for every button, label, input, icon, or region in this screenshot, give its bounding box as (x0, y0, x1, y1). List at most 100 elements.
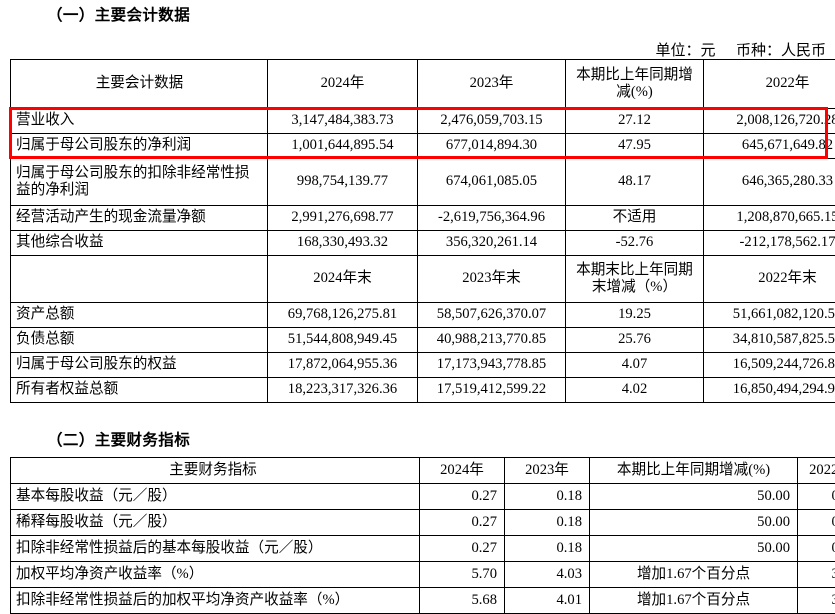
row-value-2023: 2,476,059,703.15 (418, 109, 566, 134)
header-cell-label: 主要财务指标 (11, 458, 420, 484)
main-accounting-data-table: 主要会计数据 2024年 2023年 本期比上年同期增减(%) 2022年 营业… (10, 59, 835, 403)
table-row: 经营活动产生的现金流量净额 2,991,276,698.77 -2,619,75… (11, 206, 835, 231)
subheader-cell-label (11, 256, 268, 303)
subheader-cell-2024: 2024年末 (268, 256, 418, 303)
header-cell-delta: 本期比上年同期增减(%) (566, 60, 704, 109)
table-row: 稀释每股收益（元／股） 0.27 0.18 50.00 0.18 (11, 510, 835, 536)
row-value-2024: 0.27 (420, 484, 505, 510)
table-row: 归属于母公司股东的扣除非经常性损益的净利润 998,754,139.77 674… (11, 159, 835, 206)
row-value-2023: 17,173,943,778.85 (418, 353, 566, 378)
table-row: 基本每股收益（元／股） 0.27 0.18 50.00 0.18 (11, 484, 835, 510)
row-value-2022: 16,509,244,726.81 (704, 353, 835, 378)
row-value-2024: 5.70 (420, 562, 505, 588)
table-row: 营业收入 3,147,484,383.73 2,476,059,703.15 2… (11, 109, 835, 134)
table-row: 负债总额 51,544,808,949.45 40,988,213,770.85… (11, 328, 835, 353)
row-value-2022: 2,008,126,720.28 (704, 109, 835, 134)
row-value-2022: 0.18 (798, 510, 835, 536)
row-value-delta: 增加1.67个百分点 (590, 562, 798, 588)
row-value-2022: -212,178,562.17 (704, 231, 835, 256)
table-subheader-row: 2024年末 2023年末 本期末比上年同期末增减（%） 2022年末 (11, 256, 835, 303)
row-value-2024: 0.27 (420, 536, 505, 562)
row-value-2022: 3.92 (798, 588, 835, 614)
header-cell-2022: 2022年 (704, 60, 835, 109)
table-row: 加权平均净资产收益率（%） 5.70 4.03 增加1.67个百分点 3.92 (11, 562, 835, 588)
row-value-2024: 69,768,126,275.81 (268, 303, 418, 328)
header-cell-2024: 2024年 (268, 60, 418, 109)
row-value-delta: 50.00 (590, 536, 798, 562)
table-row: 归属于母公司股东的净利润 1,001,644,895.54 677,014,89… (11, 134, 835, 159)
table-row: 资产总额 69,768,126,275.81 58,507,626,370.07… (11, 303, 835, 328)
row-value-2023: 674,061,085.05 (418, 159, 566, 206)
row-value-2024: 0.27 (420, 510, 505, 536)
row-label: 资产总额 (11, 303, 268, 328)
row-value-2024: 168,330,493.32 (268, 231, 418, 256)
unit-currency-note: 单位：元 币种：人民币 (655, 39, 826, 60)
row-value-delta: 增加1.67个百分点 (590, 588, 798, 614)
row-value-2024: 17,872,064,955.36 (268, 353, 418, 378)
row-value-2023: 40,988,213,770.85 (418, 328, 566, 353)
row-value-2024: 998,754,139.77 (268, 159, 418, 206)
row-value-2024: 3,147,484,383.73 (268, 109, 418, 134)
header-cell-2024: 2024年 (420, 458, 505, 484)
row-label: 营业收入 (11, 109, 268, 134)
row-value-2023: 4.03 (505, 562, 590, 588)
table-header-row: 主要财务指标 2024年 2023年 本期比上年同期增减(%) 2022年 (11, 458, 835, 484)
table-row: 归属于母公司股东的权益 17,872,064,955.36 17,173,943… (11, 353, 835, 378)
row-value-2023: 17,519,412,599.22 (418, 378, 566, 403)
subheader-cell-delta: 本期末比上年同期末增减（%） (566, 256, 704, 303)
table-row: 扣除非经常性损益后的基本每股收益（元／股） 0.27 0.18 50.00 0.… (11, 536, 835, 562)
unit-label: 单位：元 (655, 43, 715, 59)
row-value-delta: 27.12 (566, 109, 704, 134)
row-value-2023: 0.18 (505, 510, 590, 536)
row-value-2023: 0.18 (505, 484, 590, 510)
row-value-2022: 51,661,082,120.54 (704, 303, 835, 328)
row-value-delta: 4.07 (566, 353, 704, 378)
row-label: 稀释每股收益（元／股） (11, 510, 420, 536)
row-value-2023: 4.01 (505, 588, 590, 614)
row-value-2022: 16,850,494,294.98 (704, 378, 835, 403)
section-heading-accounting-data: （一）主要会计数据 (47, 3, 190, 25)
row-value-2023: -2,619,756,364.96 (418, 206, 566, 231)
header-cell-delta: 本期比上年同期增减(%) (590, 458, 798, 484)
row-value-2023: 356,320,261.14 (418, 231, 566, 256)
header-cell-2022: 2022年 (798, 458, 835, 484)
row-value-delta: 50.00 (590, 510, 798, 536)
row-value-delta: 48.17 (566, 159, 704, 206)
row-value-2023: 677,014,894.30 (418, 134, 566, 159)
row-value-2024: 2,991,276,698.77 (268, 206, 418, 231)
row-label: 归属于母公司股东的扣除非经常性损益的净利润 (11, 159, 268, 206)
row-label: 扣除非经常性损益后的基本每股收益（元／股） (11, 536, 420, 562)
row-value-2024: 18,223,317,326.36 (268, 378, 418, 403)
row-label: 归属于母公司股东的净利润 (11, 134, 268, 159)
header-cell-label: 主要会计数据 (11, 60, 268, 109)
header-cell-2023: 2023年 (418, 60, 566, 109)
row-value-delta: 50.00 (590, 484, 798, 510)
row-value-delta: 19.25 (566, 303, 704, 328)
currency-label: 币种：人民币 (736, 43, 826, 59)
row-value-delta: 25.76 (566, 328, 704, 353)
table-row: 所有者权益总额 18,223,317,326.36 17,519,412,599… (11, 378, 835, 403)
row-value-2022: 646,365,280.33 (704, 159, 835, 206)
row-value-delta: -52.76 (566, 231, 704, 256)
row-value-2024: 51,544,808,949.45 (268, 328, 418, 353)
row-value-delta: 47.95 (566, 134, 704, 159)
row-label: 所有者权益总额 (11, 378, 268, 403)
table-row: 扣除非经常性损益后的加权平均净资产收益率（%） 5.68 4.01 增加1.67… (11, 588, 835, 614)
table-row: 其他综合收益 168,330,493.32 356,320,261.14 -52… (11, 231, 835, 256)
subheader-cell-2022: 2022年末 (704, 256, 835, 303)
row-value-2022: 34,810,587,825.56 (704, 328, 835, 353)
row-label: 负债总额 (11, 328, 268, 353)
row-value-delta: 4.02 (566, 378, 704, 403)
row-label: 归属于母公司股东的权益 (11, 353, 268, 378)
row-value-2022: 1,208,870,665.15 (704, 206, 835, 231)
row-value-2022: 0.18 (798, 536, 835, 562)
row-value-delta: 不适用 (566, 206, 704, 231)
row-value-2024: 1,001,644,895.54 (268, 134, 418, 159)
table-header-row: 主要会计数据 2024年 2023年 本期比上年同期增减(%) 2022年 (11, 60, 835, 109)
row-label: 扣除非经常性损益后的加权平均净资产收益率（%） (11, 588, 420, 614)
row-value-2023: 0.18 (505, 536, 590, 562)
row-label: 加权平均净资产收益率（%） (11, 562, 420, 588)
row-value-2023: 58,507,626,370.07 (418, 303, 566, 328)
row-value-2022: 645,671,649.82 (704, 134, 835, 159)
header-cell-2023: 2023年 (505, 458, 590, 484)
